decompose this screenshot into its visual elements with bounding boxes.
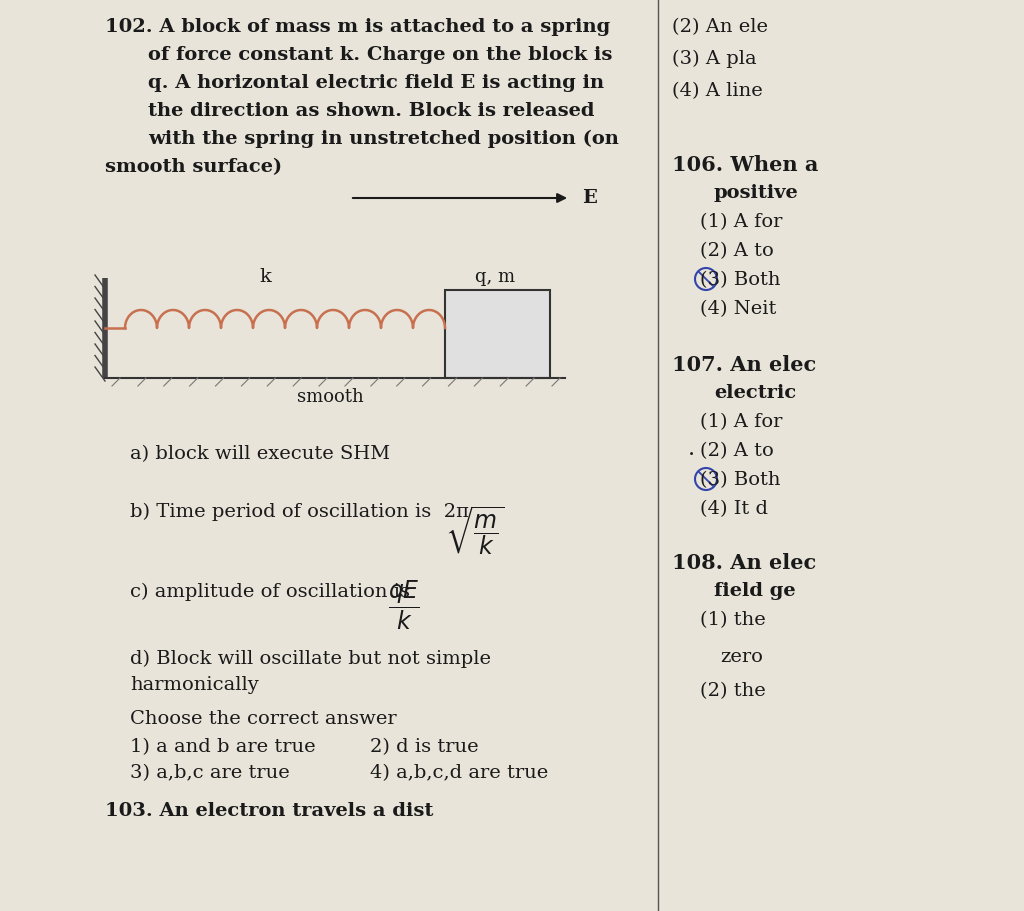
Text: q. A horizontal electric field E is acting in: q. A horizontal electric field E is acti… [148, 74, 604, 92]
Text: smooth surface): smooth surface) [105, 158, 283, 176]
Text: ·: · [688, 444, 695, 466]
Text: (4) A line: (4) A line [672, 82, 763, 100]
Text: (4) Neit: (4) Neit [700, 300, 776, 318]
Text: 102. A block of mass m is attached to a spring: 102. A block of mass m is attached to a … [105, 18, 610, 36]
Text: (1) A for: (1) A for [700, 213, 782, 231]
Text: (1) the: (1) the [700, 611, 766, 629]
Text: 3) a,b,c are true: 3) a,b,c are true [130, 764, 290, 782]
Text: 1) a and b are true: 1) a and b are true [130, 738, 315, 756]
Text: Choose the correct answer: Choose the correct answer [130, 710, 396, 728]
Text: b) Time period of oscillation is  2π: b) Time period of oscillation is 2π [130, 503, 469, 521]
Text: E: E [582, 189, 597, 207]
Text: (2) the: (2) the [700, 682, 766, 700]
Text: harmonically: harmonically [130, 676, 259, 694]
Text: $\dfrac{qE}{k}$: $\dfrac{qE}{k}$ [388, 579, 420, 632]
Text: smooth: smooth [297, 388, 364, 406]
Text: (3) A pla: (3) A pla [672, 50, 757, 68]
Text: 107. An elec: 107. An elec [672, 355, 816, 375]
Text: 106. When a: 106. When a [672, 155, 818, 175]
Text: 108. An elec: 108. An elec [672, 553, 816, 573]
Text: 103. An electron travels a dist: 103. An electron travels a dist [105, 802, 433, 820]
Text: (1) A for: (1) A for [700, 413, 782, 431]
Text: zero: zero [720, 648, 763, 666]
Text: k: k [259, 268, 271, 286]
Text: (3) Both: (3) Both [700, 271, 780, 289]
Text: electric: electric [714, 384, 797, 402]
Text: with the spring in unstretched position (on: with the spring in unstretched position … [148, 130, 618, 148]
Text: (2) A to: (2) A to [700, 442, 774, 460]
Text: (2) An ele: (2) An ele [672, 18, 768, 36]
Text: 2) d is true: 2) d is true [370, 738, 478, 756]
Text: q, m: q, m [475, 268, 515, 286]
Text: the direction as shown. Block is released: the direction as shown. Block is release… [148, 102, 595, 120]
Text: positive: positive [714, 184, 799, 202]
Text: $\sqrt{\dfrac{m}{k}}$: $\sqrt{\dfrac{m}{k}}$ [445, 505, 505, 558]
Text: of force constant k. Charge on the block is: of force constant k. Charge on the block… [148, 46, 612, 64]
Text: c) amplitude of oscillation is: c) amplitude of oscillation is [130, 583, 410, 601]
Bar [445, 290, 550, 378]
Text: d) Block will oscillate but not simple: d) Block will oscillate but not simple [130, 650, 490, 669]
Text: field ge: field ge [714, 582, 796, 600]
Text: (4) It d: (4) It d [700, 500, 768, 518]
Text: (3) Both: (3) Both [700, 471, 780, 489]
Text: (2) A to: (2) A to [700, 242, 774, 260]
Text: 4) a,b,c,d are true: 4) a,b,c,d are true [370, 764, 548, 782]
Text: a) block will execute SHM: a) block will execute SHM [130, 445, 390, 463]
